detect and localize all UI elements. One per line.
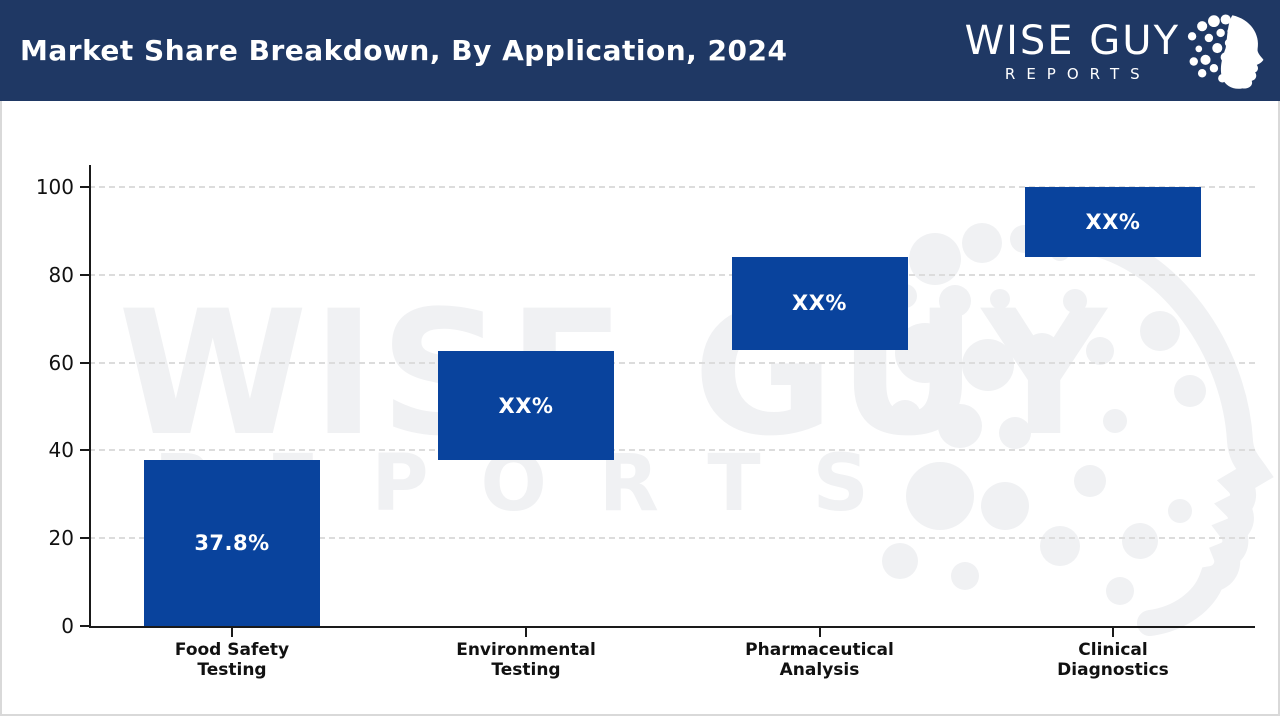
x-tick-food-safety-testing	[231, 628, 233, 637]
category-label-pharmaceutical-analysis: Pharmaceutical Analysis	[745, 640, 894, 680]
y-tick-40	[80, 449, 89, 452]
gridline-80	[89, 273, 1255, 276]
y-tick-0	[80, 625, 89, 627]
x-tick-clinical-diagnostics	[1112, 628, 1114, 637]
y-tick-100	[80, 186, 89, 188]
x-tick-pharmaceutical-analysis	[818, 628, 821, 637]
wise-guy-reports-logo: WISE GUY REPORTS	[965, 6, 1280, 96]
gridline-60	[89, 361, 1255, 364]
y-tick-label-80: 80	[48, 262, 74, 287]
chart-panel: WISE GUY REPORTS 0 20 40 60 80 100 37.8% Food S…	[0, 101, 1280, 716]
logo-subtitle: REPORTS	[1004, 64, 1151, 83]
bar-value-label-environmental-testing: XX%	[498, 393, 554, 418]
bar-value-label-food-safety-testing: 37.8%	[194, 531, 270, 556]
category-label-environmental-testing: Environmental Testing	[456, 640, 596, 680]
bar-environmental-testing: XX%	[438, 351, 614, 461]
y-axis-line	[89, 165, 91, 628]
watermark-head-dots-icon	[882, 223, 1274, 636]
y-tick-label-100: 100	[35, 175, 74, 199]
y-tick-20	[80, 537, 89, 540]
bar-clinical-diagnostics: XX%	[1025, 187, 1201, 257]
header-band: Market Share Breakdown, By Application, …	[0, 0, 1280, 101]
logo-wordmark: WISE GUY	[964, 17, 1180, 64]
category-label-food-safety-testing: Food Safety Testing	[174, 640, 290, 680]
logo-head-icon	[1187, 13, 1264, 89]
page-title: Market Share Breakdown, By Application, …	[20, 34, 788, 67]
y-tick-60	[80, 361, 89, 364]
category-label-clinical-diagnostics: Clinical Diagnostics	[1057, 640, 1169, 680]
x-axis-line	[89, 626, 1255, 628]
watermark-wordmark: WISE GUY	[118, 273, 1111, 474]
bar-pharmaceutical-analysis: XX%	[731, 256, 908, 350]
x-tick-environmental-testing	[525, 628, 527, 637]
gridline-100	[89, 186, 1255, 188]
y-tick-label-40: 40	[48, 438, 74, 463]
y-tick-label-20: 20	[48, 526, 74, 551]
bar-food-safety-testing: 37.8%	[144, 460, 320, 626]
bar-value-label-clinical-diagnostics: XX%	[1085, 209, 1141, 234]
gridline-20	[89, 537, 1255, 540]
y-tick-80	[80, 273, 89, 276]
bar-value-label-pharmaceutical-analysis: XX%	[792, 291, 847, 316]
y-tick-label-0: 0	[61, 614, 74, 638]
y-tick-label-60: 60	[48, 350, 74, 375]
gridline-40	[89, 449, 1255, 452]
